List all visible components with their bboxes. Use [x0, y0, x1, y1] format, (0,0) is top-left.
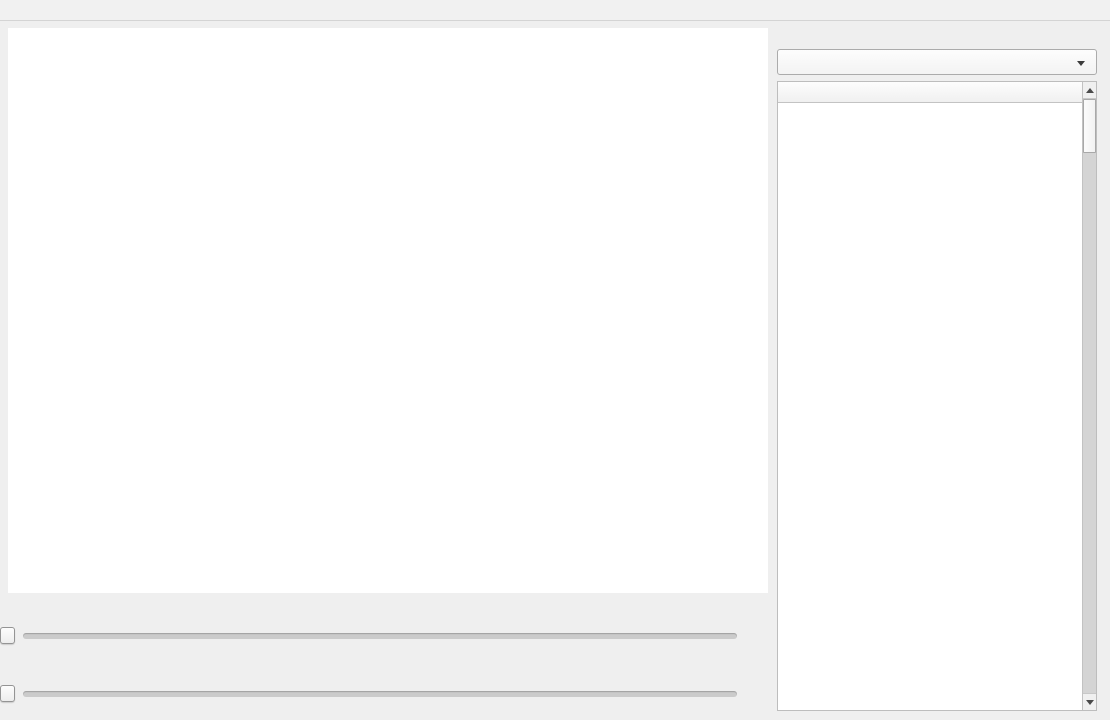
elevation-slider[interactable] — [23, 691, 737, 697]
chevron-down-icon — [1077, 61, 1085, 66]
wireframe-3d-plot — [8, 28, 768, 593]
azimuth-slider[interactable] — [23, 633, 737, 639]
elevation-slider-handle[interactable] — [0, 685, 15, 702]
plot-canvas — [8, 28, 768, 593]
scroll-up-button[interactable] — [1083, 82, 1096, 99]
scroll-down-button[interactable] — [1083, 693, 1096, 710]
table-header-row — [778, 82, 1096, 103]
menu-bar — [0, 0, 1110, 21]
scrollbar-thumb[interactable] — [1083, 99, 1096, 153]
data-table — [777, 81, 1097, 711]
arrow-up-icon — [1086, 88, 1094, 93]
arrow-down-icon — [1086, 700, 1094, 705]
vertical-scrollbar[interactable] — [1082, 82, 1096, 710]
plot-type-select[interactable] — [777, 49, 1097, 75]
azimuth-slider-handle[interactable] — [0, 627, 15, 644]
